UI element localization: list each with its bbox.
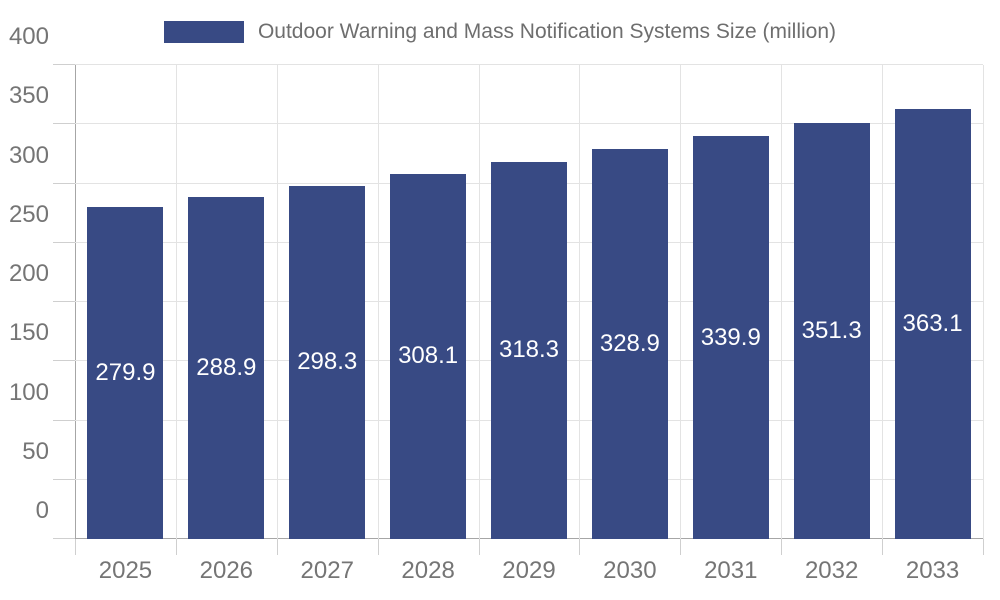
x-axis-tick <box>983 539 984 555</box>
x-axis-tick <box>276 539 278 555</box>
y-axis-label: 200 <box>8 260 49 287</box>
bar-value-label: 328.9 <box>599 330 660 358</box>
y-axis-tick <box>53 241 75 243</box>
vertical-gridline <box>175 65 177 539</box>
x-axis-tick <box>75 539 76 555</box>
y-axis-tick <box>53 538 75 539</box>
x-axis-label-2029: 2029 <box>502 557 556 584</box>
y-axis-label: 350 <box>8 82 49 110</box>
y-axis-tick <box>53 123 75 125</box>
x-axis-label-2025: 2025 <box>98 557 153 584</box>
bar-2033[interactable]: 363.1 <box>894 108 971 539</box>
y-axis-tick <box>53 478 75 480</box>
vertical-gridline <box>478 65 480 539</box>
plot-area: 0 50 100 150 200 250 300 350 400 279.9 2025 288.9 20… <box>9 23 984 584</box>
bar-2031[interactable]: 339.9 <box>692 136 769 539</box>
y-axis-tick <box>53 301 75 302</box>
y-axis-label: 0 <box>35 497 49 524</box>
x-axis-label-2026: 2026 <box>199 557 254 584</box>
y-axis-tick <box>53 64 75 65</box>
x-axis-tick <box>882 539 884 555</box>
y-axis-label: 250 <box>8 200 49 228</box>
y-axis-tick <box>53 360 75 362</box>
bar-2026[interactable]: 288.9 <box>188 196 265 539</box>
bar-value-label: 318.3 <box>498 336 560 364</box>
bar-value-label: 298.3 <box>297 348 358 376</box>
x-axis-label-2033: 2033 <box>905 557 960 584</box>
horizontal-gridline <box>75 123 983 125</box>
bar-2032[interactable]: 351.3 <box>793 122 870 539</box>
y-axis-tick <box>53 419 75 421</box>
y-axis-label: 300 <box>8 141 49 169</box>
y-axis-label: 400 <box>8 23 49 50</box>
bar-2028[interactable]: 308.1 <box>390 173 467 539</box>
x-axis-tick <box>377 539 379 555</box>
legend-label: Outdoor Warning and Mass Notification Sy… <box>257 20 837 43</box>
x-axis-label-2027: 2027 <box>300 557 354 584</box>
vertical-gridline <box>680 65 682 539</box>
x-axis-tick <box>781 539 783 555</box>
vertical-gridline <box>276 65 278 539</box>
vertical-gridline <box>579 65 581 539</box>
y-axis-label: 50 <box>22 437 49 465</box>
vertical-gridline <box>781 65 783 539</box>
bar-value-label: 308.1 <box>398 342 459 370</box>
x-axis-tick <box>680 539 682 555</box>
bar-2030[interactable]: 328.9 <box>591 149 668 539</box>
x-axis-tick <box>175 539 177 555</box>
bar-value-label: 363.1 <box>902 309 963 337</box>
x-axis-label-2030: 2030 <box>603 557 657 584</box>
bar-2029[interactable]: 318.3 <box>491 161 567 539</box>
horizontal-gridline <box>75 64 983 65</box>
x-axis-label-2032: 2032 <box>804 557 859 584</box>
bar-2027[interactable]: 298.3 <box>289 185 366 539</box>
bar-value-label: 279.9 <box>95 359 156 387</box>
legend-swatch[interactable] <box>163 21 244 43</box>
legend[interactable]: Outdoor Warning and Mass Notification Sy… <box>0 14 1000 50</box>
y-axis-line <box>75 65 76 539</box>
vertical-gridline <box>983 65 984 539</box>
y-axis-label: 100 <box>8 378 49 406</box>
bar-value-label: 288.9 <box>196 353 257 381</box>
y-axis-tick <box>53 182 75 184</box>
vertical-gridline <box>377 65 379 539</box>
bar-value-label: 339.9 <box>700 323 761 351</box>
x-axis-tick <box>478 539 480 555</box>
y-axis-label: 150 <box>8 319 49 347</box>
x-axis-tick <box>579 539 581 555</box>
x-axis-label-2031: 2031 <box>704 557 758 584</box>
bar-2025[interactable]: 279.9 <box>87 207 164 539</box>
x-axis-label-2028: 2028 <box>401 557 455 584</box>
bar-value-label: 351.3 <box>801 316 862 344</box>
vertical-gridline <box>882 65 884 539</box>
